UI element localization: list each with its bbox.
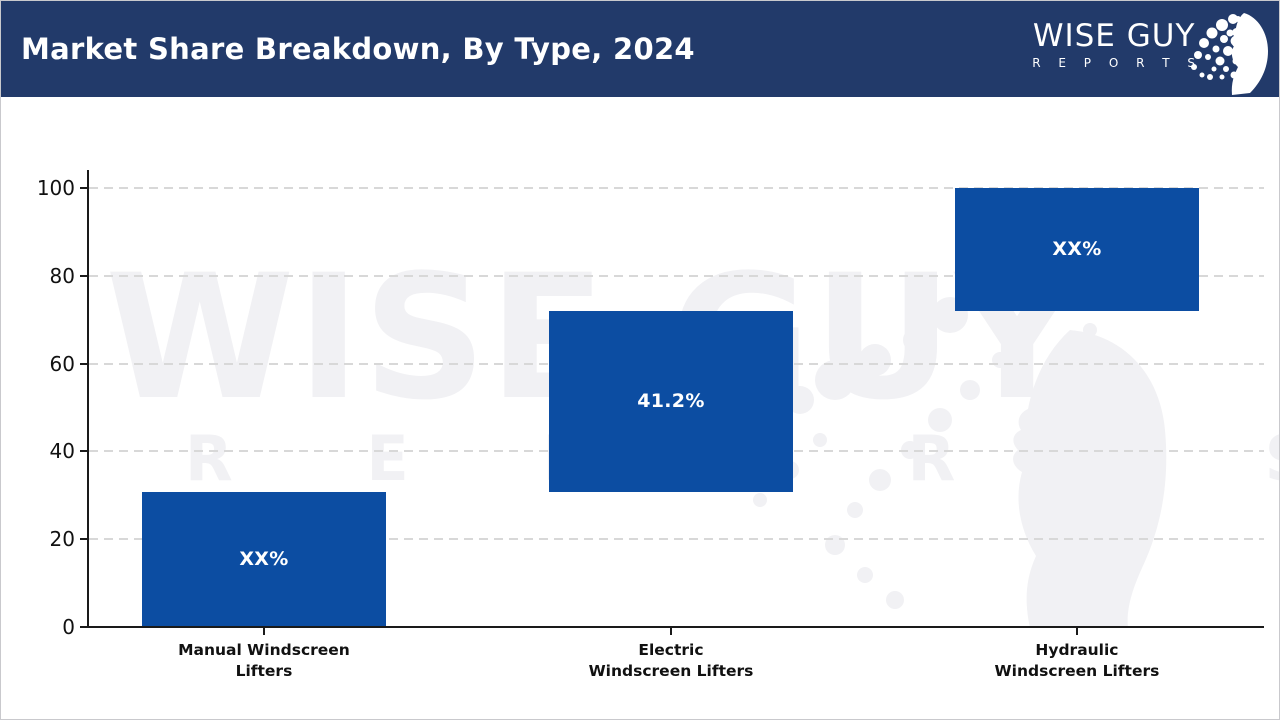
y-tick-label: 0 [62, 615, 75, 639]
y-tick-mark [80, 274, 87, 277]
bar-value-label: XX% [239, 548, 289, 571]
wiseguy-face-icon [1191, 13, 1268, 95]
y-tick-mark [80, 538, 87, 541]
x-axis-label: Manual Windscreen Lifters [104, 640, 424, 682]
x-axis-label-line: Windscreen Lifters [994, 662, 1160, 680]
gridline [89, 187, 1264, 189]
y-tick-label: 40 [49, 439, 75, 464]
y-tick-mark [80, 450, 87, 453]
x-axis-label: Electric Windscreen Lifters [511, 640, 831, 682]
x-axis-label-line: Electric [638, 641, 704, 659]
wiseguy-logo-wordmark: WISE GUY [1032, 18, 1196, 54]
bar-manual-windscreen-lifters: XX% [141, 491, 386, 627]
gridline [89, 274, 1264, 277]
x-tick-mark [1075, 628, 1078, 635]
wiseguy-logo-text: WISE GUY R E P O R T S [1026, 18, 1202, 71]
y-tick-label: 20 [49, 527, 75, 552]
page-title: Market Share Breakdown, By Type, 2024 [21, 31, 695, 66]
y-tick-label: 60 [49, 351, 75, 376]
y-tick-mark [80, 626, 87, 628]
x-axis-label-line: Windscreen Lifters [588, 662, 754, 680]
y-tick-mark [80, 362, 87, 365]
x-tick-mark [669, 628, 672, 635]
y-tick-label: 80 [49, 263, 75, 288]
wiseguy-logo: WISE GUY R E P O R T S [982, 4, 1272, 95]
header-bar: Market Share Breakdown, By Type, 2024 WI… [0, 0, 1280, 97]
x-axis-line [87, 626, 1264, 628]
y-axis-line [87, 170, 89, 628]
x-axis-label-line: Hydraulic [1035, 641, 1119, 659]
gridline [89, 538, 1264, 541]
x-axis-label-line: Lifters [235, 662, 293, 680]
bar-electric-windscreen-lifters: 41.2% [548, 310, 793, 492]
bar-hydraulic-windscreen-lifters: XX% [954, 188, 1199, 311]
bar-value-label: XX% [1052, 238, 1102, 261]
x-tick-mark [262, 628, 265, 635]
y-tick-label: 100 [36, 176, 75, 200]
bar-value-label: 41.2% [637, 390, 705, 413]
x-axis-label: Hydraulic Windscreen Lifters [917, 640, 1237, 682]
y-tick-mark [80, 187, 87, 189]
x-axis-label-line: Manual Windscreen [178, 641, 350, 659]
plot-area: 0 20 40 60 80 100 XX% Manual Windscreen Lifters 4… [37, 170, 1264, 680]
wiseguy-logo-reports-label: R E P O R T S [1032, 56, 1202, 70]
